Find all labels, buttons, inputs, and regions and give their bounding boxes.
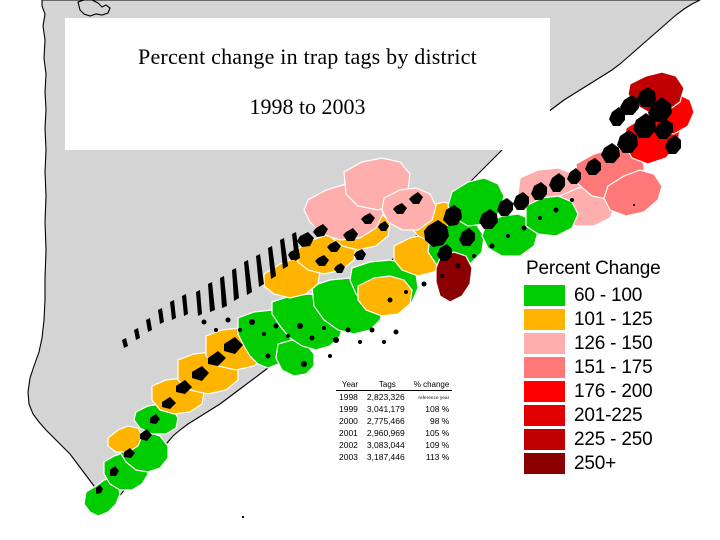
- legend-label-201-225: 201-225: [574, 404, 643, 426]
- legend-label-126-150: 126 - 150: [574, 332, 653, 354]
- legend-label-151-175: 151 - 175: [574, 356, 653, 378]
- page-title: Percent change in trap tags by district: [138, 44, 477, 69]
- district-zone-maroon: [435, 251, 473, 303]
- district-zone-orange-mc4: [357, 275, 413, 317]
- column-header-year: Year: [336, 380, 364, 391]
- column-header-tags: Tags: [363, 380, 411, 391]
- legend-item-201-225: 201-225: [524, 403, 720, 427]
- cell-tags: 3,083,044: [366, 440, 405, 450]
- legend-label-60-100: 60 - 100: [574, 284, 643, 306]
- table-row: 2001 2,960,969 105 %: [336, 427, 452, 439]
- cell-tags: 2,823,326: [366, 392, 405, 402]
- legend-item-60-100: 60 - 100: [524, 283, 720, 307]
- table-header-row: Year Tags % change: [336, 380, 453, 391]
- district-zone-green-ne3: [481, 213, 539, 257]
- legend-item-126-150: 126 - 150: [524, 331, 720, 355]
- legend-heading: Percent Change: [526, 258, 661, 279]
- page-subtitle: 1998 to 2003: [249, 94, 366, 119]
- legend-swatch-201-225: [524, 404, 565, 426]
- district-zone-green-sw1: [83, 477, 121, 517]
- legend: Percent Change 60 - 100 101 - 125 126 - …: [524, 258, 720, 475]
- legend-swatch-60-100: [524, 284, 565, 306]
- district-zone-green-ne4: [525, 195, 579, 237]
- legend-label-250-plus: 250+: [574, 452, 616, 474]
- coastline-detail: [96, 87, 681, 518]
- cell-pct-change: 109 %: [425, 440, 450, 450]
- cell-year: 1999: [339, 404, 358, 414]
- table-row: 1998 2,823,326 reference year: [336, 391, 452, 404]
- title-card: Percent change in trap tags by district …: [65, 18, 550, 150]
- cell-year: 2002: [339, 440, 358, 450]
- table-row: 2000 2,775,466 98 %: [336, 415, 452, 427]
- district-zone-salmon-2: [603, 169, 663, 217]
- legend-item-176-200: 176 - 200: [524, 379, 720, 403]
- legend-item-250-plus: 250+: [524, 451, 720, 475]
- cell-tags: 2,960,969: [366, 428, 405, 438]
- legend-item-225-250: 225 - 250: [524, 427, 720, 451]
- legend-item-101-125: 101 - 125: [524, 307, 720, 331]
- cell-pct-change: reference year: [418, 395, 450, 400]
- cell-year: 1998: [339, 392, 358, 402]
- table-row: 2002 3,083,044 109 %: [336, 439, 452, 451]
- trap-tag-summary-table: Year Tags % change 1998 2,823,326 refere…: [336, 380, 453, 463]
- cell-pct-change: 113 %: [425, 452, 450, 462]
- legend-swatch-176-200: [524, 380, 565, 402]
- legend-swatch-250-plus: [524, 452, 565, 474]
- land-detail-north: [77, 0, 111, 17]
- legend-swatch-126-150: [524, 332, 565, 354]
- column-header-pct-change: % change: [410, 380, 453, 391]
- table-row: 2003 3,187,446 113 %: [336, 451, 452, 463]
- legend-label-176-200: 176 - 200: [574, 380, 653, 402]
- cell-year: 2003: [339, 452, 358, 462]
- cell-year: 2001: [339, 428, 358, 438]
- legend-swatch-225-250: [524, 428, 565, 450]
- cell-tags: 3,041,179: [366, 404, 405, 414]
- legend-label-101-125: 101 - 125: [574, 308, 653, 330]
- legend-swatch-151-175: [524, 356, 565, 378]
- cell-pct-change: 108 %: [425, 404, 450, 414]
- cell-pct-change: 105 %: [425, 428, 450, 438]
- legend-swatch-101-125: [524, 308, 565, 330]
- cell-tags: 2,775,466: [366, 416, 405, 426]
- district-zone-orange-sw1: [107, 425, 143, 453]
- district-zone-pink-3: [381, 187, 437, 231]
- table-row: 1999 3,041,179 108 %: [336, 403, 452, 415]
- cell-tags: 3,187,446: [366, 452, 405, 462]
- cell-year: 2000: [339, 416, 358, 426]
- cell-pct-change: 98 %: [429, 416, 450, 426]
- legend-item-151-175: 151 - 175: [524, 355, 720, 379]
- legend-label-225-250: 225 - 250: [574, 428, 653, 450]
